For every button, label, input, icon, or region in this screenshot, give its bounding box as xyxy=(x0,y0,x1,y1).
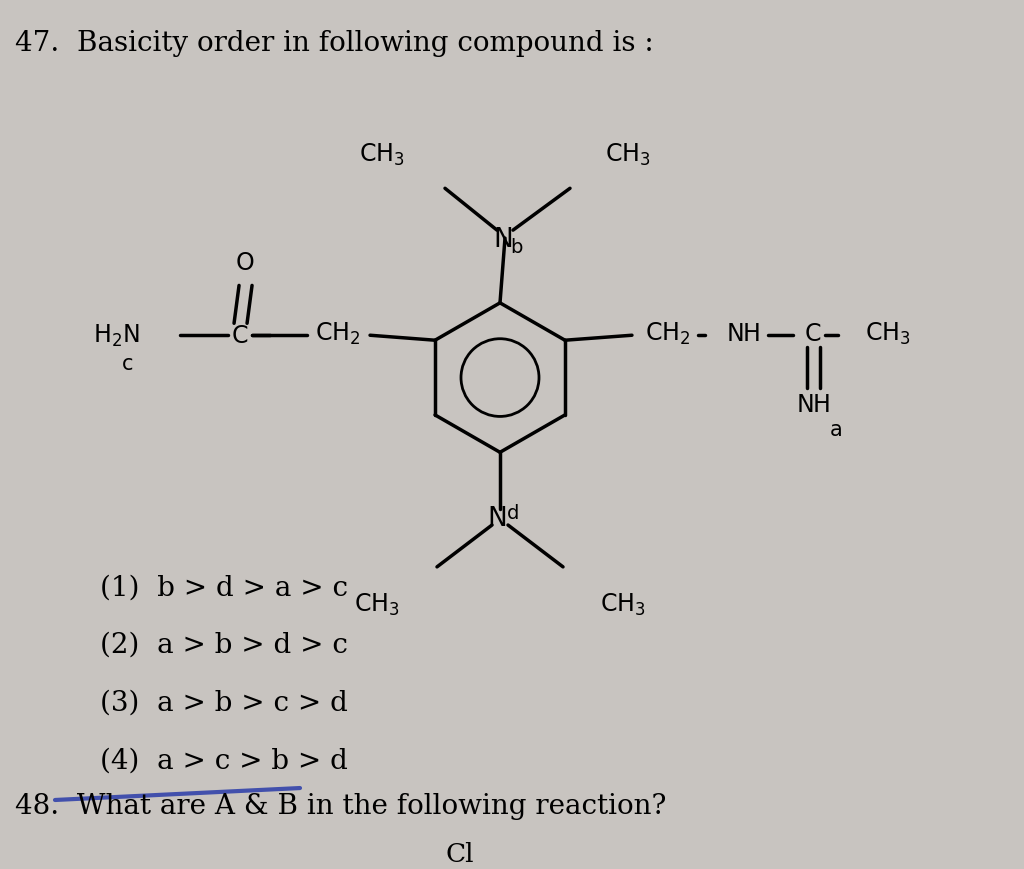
Text: $\mathrm{CH_3}$: $\mathrm{CH_3}$ xyxy=(865,321,910,347)
Text: $\mathrm{CH_3}$: $\mathrm{CH_3}$ xyxy=(605,141,650,168)
Text: $\mathrm{d}$: $\mathrm{d}$ xyxy=(506,503,518,522)
Text: $\mathrm{N}$: $\mathrm{N}$ xyxy=(487,505,507,530)
Text: $\mathrm{NH}$: $\mathrm{NH}$ xyxy=(796,394,830,417)
Text: $\mathrm{CH_2}$: $\mathrm{CH_2}$ xyxy=(314,321,360,347)
Text: (2)  a > b > d > c: (2) a > b > d > c xyxy=(100,632,348,659)
Text: $\mathrm{b}$: $\mathrm{b}$ xyxy=(510,237,523,256)
Text: 47.  Basicity order in following compound is :: 47. Basicity order in following compound… xyxy=(15,30,653,56)
Text: $\mathrm{N}$: $\mathrm{N}$ xyxy=(494,226,513,251)
Text: 48.  What are A & B in the following reaction?: 48. What are A & B in the following reac… xyxy=(15,793,667,819)
Text: $\mathrm{CH_2}$: $\mathrm{CH_2}$ xyxy=(645,321,690,347)
Text: $\mathrm{H_2N}$: $\mathrm{H_2N}$ xyxy=(93,322,140,349)
Text: $\mathrm{CH_3}$: $\mathrm{CH_3}$ xyxy=(600,591,645,617)
Text: $\mathrm{O}$: $\mathrm{O}$ xyxy=(236,252,255,275)
Text: $\mathrm{C}$: $\mathrm{C}$ xyxy=(804,322,821,345)
Text: $\mathrm{c}$: $\mathrm{c}$ xyxy=(121,355,133,373)
Text: $\mathrm{a}$: $\mathrm{a}$ xyxy=(828,421,842,440)
Text: $\mathrm{CH_3}$: $\mathrm{CH_3}$ xyxy=(354,591,400,617)
Text: $\mathrm{NH}$: $\mathrm{NH}$ xyxy=(726,322,760,345)
Text: Cl: Cl xyxy=(445,841,474,866)
Text: (1)  b > d > a > c: (1) b > d > a > c xyxy=(100,574,348,600)
Text: $\mathrm{CH_3}$: $\mathrm{CH_3}$ xyxy=(359,141,406,168)
Text: $\mathrm{C}$: $\mathrm{C}$ xyxy=(231,324,249,348)
Text: (3)  a > b > c > d: (3) a > b > c > d xyxy=(100,689,348,716)
Text: (4)  a > c > b > d: (4) a > c > b > d xyxy=(100,746,348,773)
